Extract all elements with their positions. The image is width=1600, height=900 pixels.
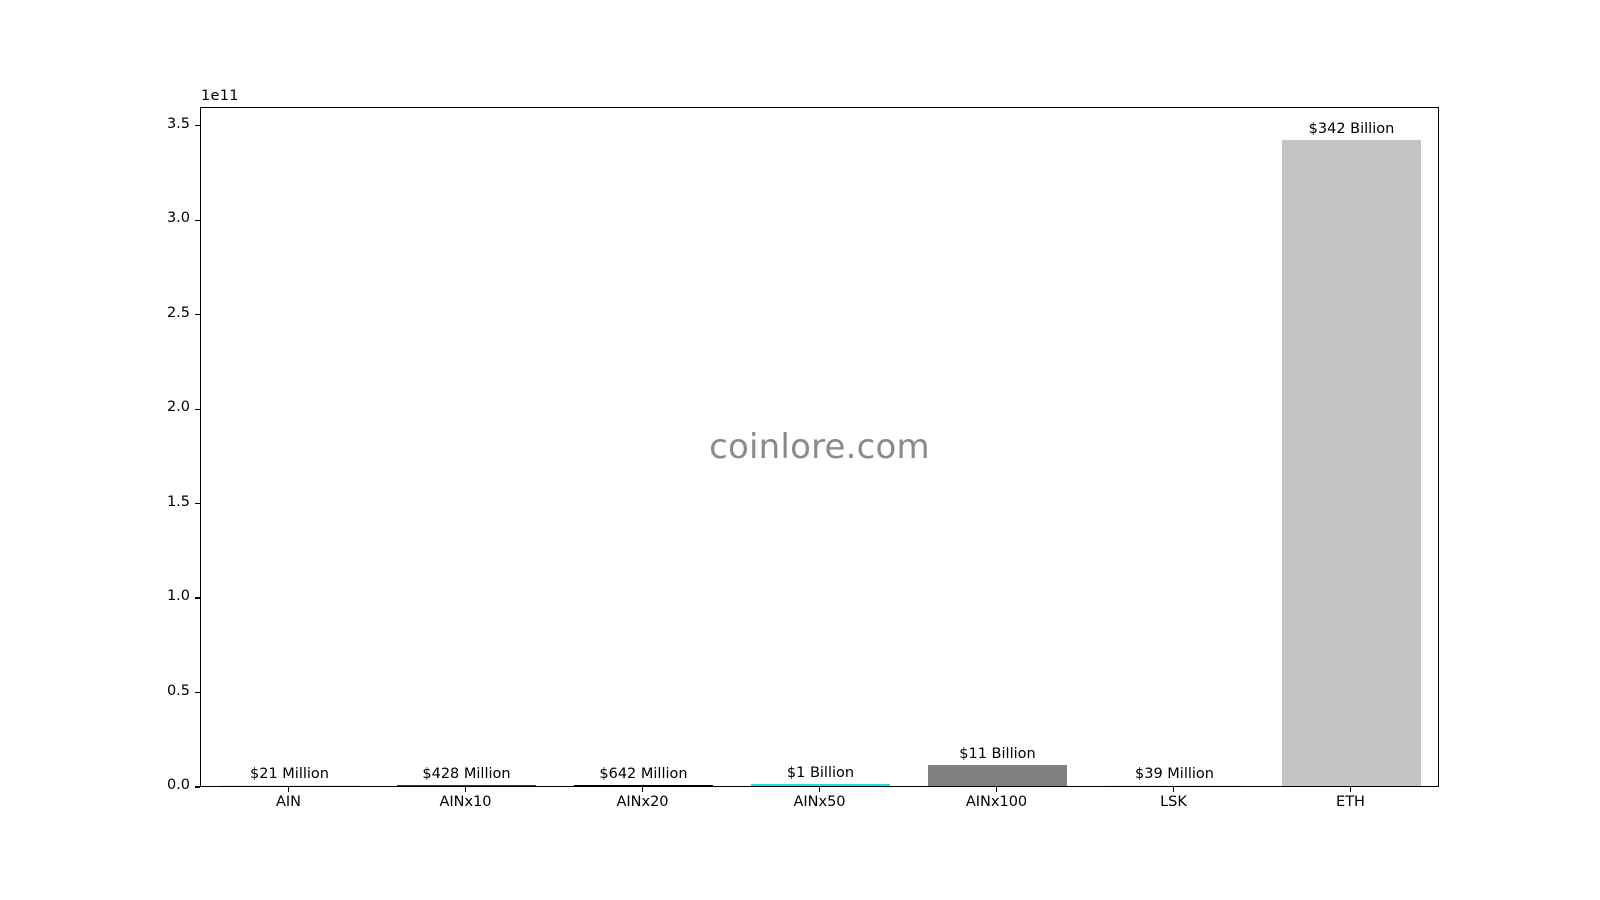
- bar[interactable]: $11 Billion: [928, 746, 1067, 786]
- y-axis-tick-label: 1.0: [166, 588, 190, 605]
- bar-value-label: $39 Million: [1134, 765, 1214, 782]
- x-axis-tick-label: LSK: [1160, 794, 1187, 810]
- x-axis-tick-mark: [464, 787, 467, 792]
- y-axis-tick-mark: [195, 125, 200, 127]
- bar-value-label: $642 Million: [599, 765, 688, 782]
- plot-area: $21 Million $428 Million $642 Million $1 Bi…: [200, 107, 1439, 787]
- x-axis-tick-mark: [641, 787, 644, 792]
- bar-value-label: $342 Billion: [1308, 121, 1395, 138]
- x-axis-tick-label: AINx10: [439, 794, 492, 810]
- bar[interactable]: $39 Million: [1105, 766, 1244, 786]
- y-axis-tick-mark: [195, 597, 200, 599]
- bar-value-label: $428 Million: [422, 765, 511, 782]
- watermark: coinlore.com: [201, 108, 1438, 786]
- x-axis-tick-label: AINx50: [793, 794, 846, 810]
- y-axis-tick-label: 0.5: [166, 682, 190, 699]
- y-axis-tick-label: 2.5: [166, 304, 190, 321]
- x-axis-tick-label: AIN: [275, 794, 302, 810]
- y-axis-tick-mark: [195, 408, 200, 410]
- bar[interactable]: $1 Billion: [751, 765, 890, 786]
- y-axis-tick-mark: [195, 219, 200, 221]
- x-axis-tick-mark: [287, 787, 290, 792]
- x-axis-tick-mark: [1349, 787, 1352, 792]
- bar[interactable]: $21 Million: [220, 766, 359, 786]
- y-axis-tick-mark: [195, 502, 200, 505]
- y-axis-tick-label: 0.0: [166, 777, 190, 793]
- y-axis-tick-label: 1.5: [166, 493, 190, 510]
- y-axis-offset-label: 1e11: [201, 88, 239, 104]
- x-axis-tick-mark: [1172, 787, 1175, 792]
- bar-value-label: $1 Billion: [786, 765, 855, 782]
- x-axis-tick-mark: [818, 787, 821, 792]
- bar[interactable]: $342 Billion: [1282, 121, 1421, 786]
- watermark-text: coinlore.com: [709, 427, 930, 467]
- x-axis-tick-label: ETH: [1336, 794, 1365, 810]
- y-axis-tick-label: 2.0: [166, 399, 190, 416]
- bar[interactable]: $642 Million: [574, 766, 713, 786]
- bar-value-label: $11 Billion: [959, 746, 1036, 763]
- x-axis-tick-label: AINx100: [965, 794, 1028, 810]
- bar[interactable]: $428 Million: [397, 766, 536, 786]
- x-axis-tick-label: AINx20: [616, 794, 669, 810]
- y-axis-tick-mark: [195, 786, 200, 788]
- y-axis-tick-label: 3.0: [166, 210, 190, 227]
- y-axis-tick-label: 3.5: [166, 115, 190, 132]
- y-axis-tick-mark: [195, 691, 200, 694]
- x-axis-tick-mark: [995, 787, 998, 792]
- bar-value-label: $21 Million: [249, 765, 329, 782]
- y-axis-tick-mark: [195, 314, 200, 316]
